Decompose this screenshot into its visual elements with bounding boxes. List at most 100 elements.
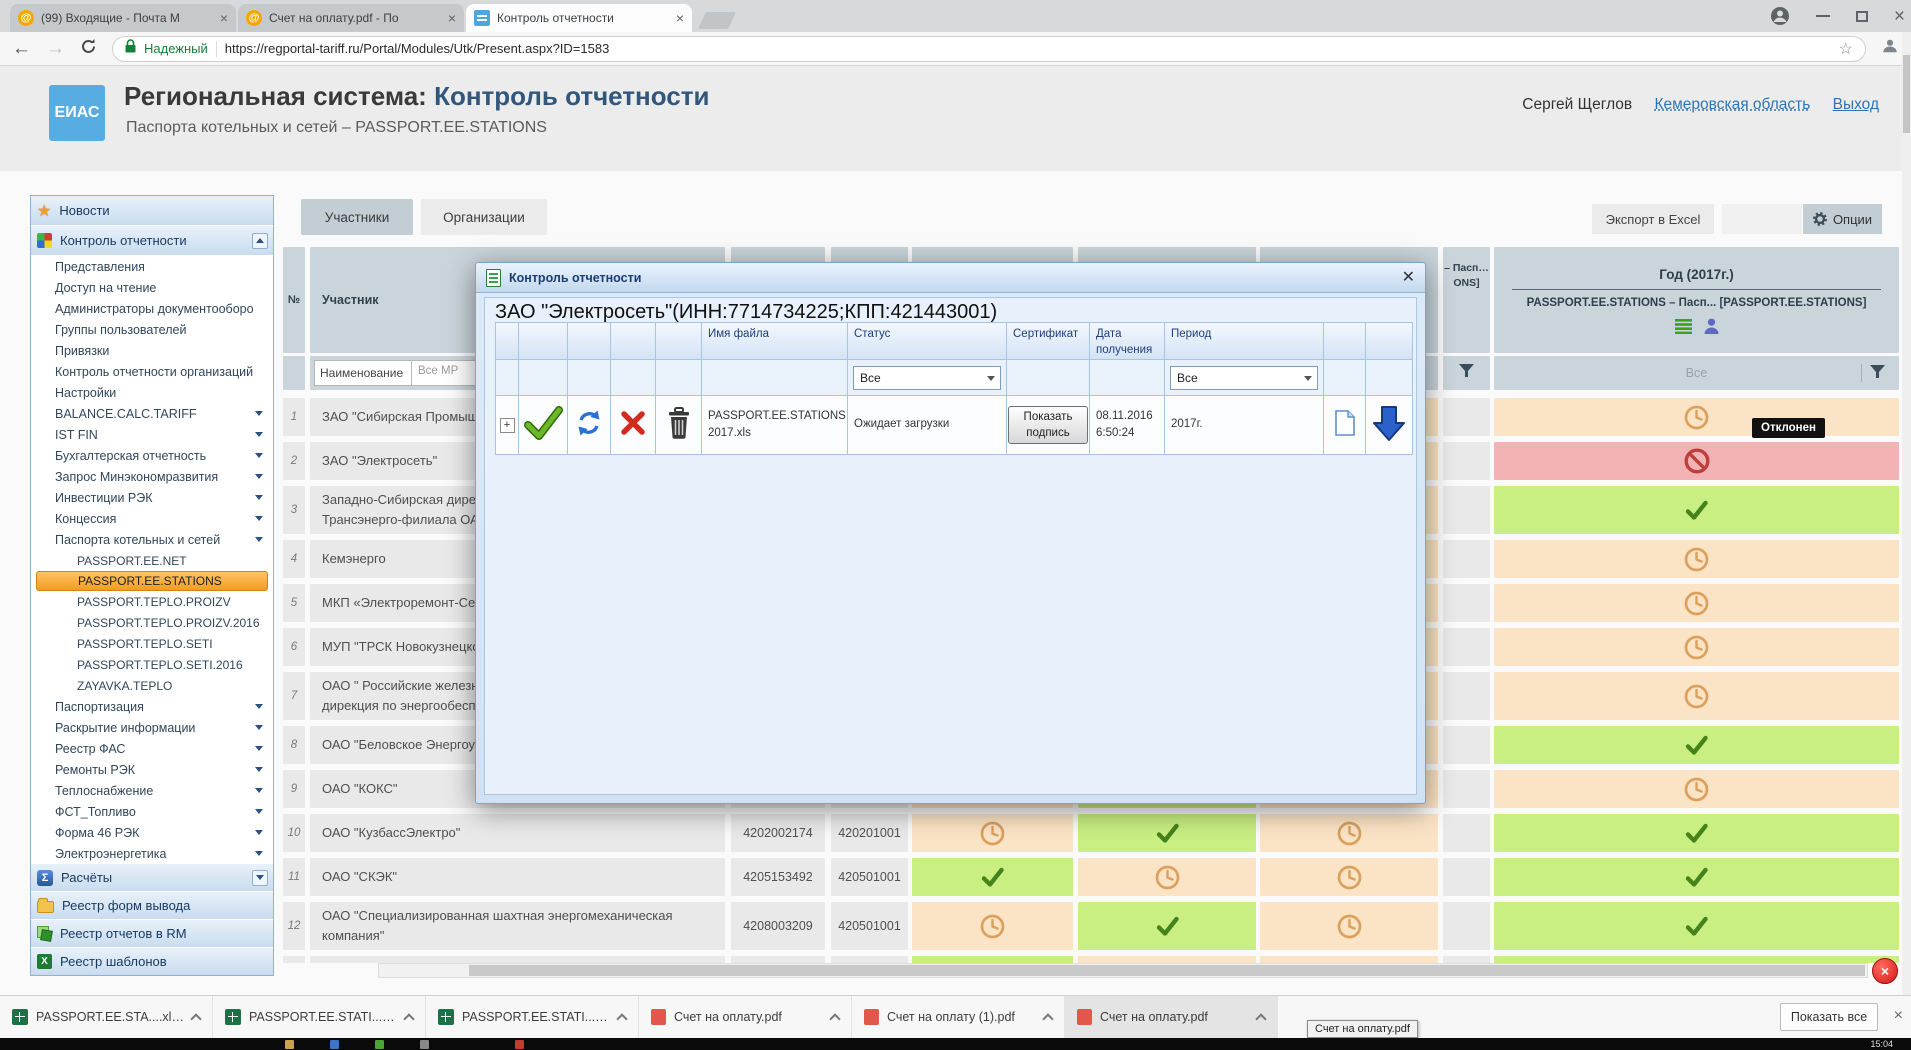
vertical-scrollbar[interactable] xyxy=(1902,32,1911,995)
forward-icon[interactable]: → xyxy=(46,37,65,59)
show-all-downloads-button[interactable]: Показать все xyxy=(1780,1003,1878,1031)
sidebar-item[interactable]: PASSPORT.TEPLO.PROIZV.2016 xyxy=(31,612,273,633)
chevron-down-icon[interactable] xyxy=(255,411,263,416)
status-cell-pending[interactable] xyxy=(1078,956,1256,963)
filter-icon[interactable] xyxy=(1870,364,1885,382)
chevron-up-icon[interactable] xyxy=(190,1013,202,1025)
dialog-col-filename[interactable]: Имя файла xyxy=(701,322,848,360)
sidebar-item[interactable]: Концессия xyxy=(31,508,273,529)
status-cell-accepted[interactable] xyxy=(1078,902,1256,950)
sidebar-item[interactable]: Реестр ФАС xyxy=(31,738,273,759)
status-cell-pending[interactable] xyxy=(1494,398,1899,436)
sidebar-item[interactable]: Администраторы документооборо xyxy=(31,298,273,319)
sidebar-item[interactable]: ZAYAVKA.TEPLO xyxy=(31,675,273,696)
sidebar-item[interactable]: X Реестр шаблонов xyxy=(31,948,273,975)
chevron-up-icon[interactable] xyxy=(616,1013,628,1025)
sidebar-item[interactable]: Бухгалтерская отчетность xyxy=(31,445,273,466)
sidebar-item[interactable]: Настройки xyxy=(31,382,273,403)
status-filter-select[interactable]: Все xyxy=(853,366,1001,390)
tab-close-icon[interactable]: × xyxy=(219,10,228,26)
chevron-down-icon[interactable] xyxy=(255,767,263,772)
dialog-close-icon[interactable]: ✕ xyxy=(1401,268,1415,286)
chevron-down-icon[interactable] xyxy=(255,432,263,437)
taskbar-app-icon[interactable] xyxy=(515,1040,524,1049)
participant-cell[interactable]: ОАО "Специализированная шахтная энергоме… xyxy=(310,902,725,950)
browser-tab[interactable]: Контроль отчетности × xyxy=(466,4,692,32)
chevron-down-icon[interactable] xyxy=(255,725,263,730)
taskbar-app-icon[interactable] xyxy=(375,1040,384,1049)
status-cell-accepted[interactable] xyxy=(1078,814,1256,852)
column-header-year[interactable]: Год (2017г.) PASSPORT.EE.STATIONS – Пасп… xyxy=(1494,247,1899,353)
new-tab-button[interactable] xyxy=(698,12,736,29)
sidebar-item[interactable]: Раскрытие информации xyxy=(31,717,273,738)
person-icon[interactable] xyxy=(1704,318,1719,339)
profile-icon[interactable] xyxy=(1770,6,1790,26)
dialog-col-period[interactable]: Период xyxy=(1164,322,1324,360)
status-cell-pending[interactable] xyxy=(1078,858,1256,896)
sidebar-item[interactable]: ★ Новости xyxy=(31,196,273,226)
options-button[interactable]: Опции xyxy=(1803,204,1882,234)
url-text[interactable]: https://regportal-tariff.ru/Portal/Modul… xyxy=(224,41,610,56)
file-name-cell[interactable]: PASSPORT.EE.STATIONS 2017.xls xyxy=(701,395,848,455)
download-item[interactable]: PASSPORT.EE.STATI....xls xyxy=(426,996,639,1038)
chevron-down-icon[interactable] xyxy=(255,453,263,458)
sidebar-item[interactable]: Паспортизация xyxy=(31,696,273,717)
download-item[interactable]: Счет на оплату.pdf xyxy=(639,996,852,1038)
status-cell-accepted[interactable] xyxy=(1494,902,1899,950)
minimize-button[interactable] xyxy=(1815,15,1830,17)
sidebar-item[interactable]: Паспорта котельных и сетей xyxy=(31,529,273,550)
document-page-icon[interactable] xyxy=(1334,409,1355,441)
collapse-button[interactable] xyxy=(252,232,268,249)
close-downloads-icon[interactable]: × xyxy=(1893,1007,1903,1024)
chevron-up-icon[interactable] xyxy=(403,1013,415,1025)
year-filter-value[interactable]: Все xyxy=(1685,366,1708,380)
tab-organizations[interactable]: Организации xyxy=(421,199,547,235)
list-icon[interactable] xyxy=(1674,318,1692,339)
accept-check-icon[interactable] xyxy=(523,405,563,445)
back-icon[interactable]: ← xyxy=(12,37,31,59)
participant-cell[interactable]: ОАО "СУЭК-Кузбасс" xyxy=(310,956,725,963)
status-cell-accepted[interactable] xyxy=(912,858,1073,896)
status-cell-pending[interactable] xyxy=(912,902,1073,950)
sidebar-item[interactable]: Контроль отчетности xyxy=(31,226,273,256)
reload-icon[interactable] xyxy=(80,38,97,60)
scrollbar-thumb[interactable] xyxy=(469,965,1865,976)
status-cell-pending[interactable] xyxy=(1494,628,1899,666)
status-cell-pending[interactable] xyxy=(1260,814,1438,852)
sidebar-item[interactable]: Представления xyxy=(31,256,273,277)
participant-cell[interactable]: ОАО "СКЭК" xyxy=(310,858,725,896)
chevron-down-icon[interactable] xyxy=(255,830,263,835)
status-cell-accepted[interactable] xyxy=(1494,858,1899,896)
sidebar-item[interactable]: PASSPORT.TEPLO.SETI xyxy=(31,633,273,654)
status-cell-accepted[interactable] xyxy=(1494,956,1899,963)
tab-participants[interactable]: Участники xyxy=(301,199,413,235)
dialog-col-status[interactable]: Статус xyxy=(847,322,1007,360)
dialog-col-certificate[interactable]: Сертификат xyxy=(1006,322,1090,360)
export-excel-button[interactable]: Экспорт в Excel xyxy=(1592,204,1714,234)
sidebar-item[interactable]: Реестр форм вывода xyxy=(31,892,273,920)
period-filter-select[interactable]: Все xyxy=(1170,366,1318,390)
chevron-down-icon[interactable] xyxy=(255,788,263,793)
sidebar-item[interactable]: Контроль отчетности организаций xyxy=(31,361,273,382)
sidebar-item[interactable]: Привязки xyxy=(31,340,273,361)
delete-x-icon[interactable] xyxy=(618,408,648,443)
sidebar-item[interactable]: BALANCE.CALC.TARIFF xyxy=(31,403,273,424)
chevron-down-icon[interactable] xyxy=(255,851,263,856)
chevron-down-icon[interactable] xyxy=(255,809,263,814)
name-filter-input[interactable] xyxy=(314,360,412,386)
chevron-down-icon[interactable] xyxy=(255,474,263,479)
status-cell-accepted[interactable] xyxy=(912,956,1073,963)
region-link[interactable]: Кемеровская область xyxy=(1654,96,1811,113)
status-cell-pending[interactable] xyxy=(1494,584,1899,622)
dialog-col-date[interactable]: Дата получения xyxy=(1089,322,1165,360)
status-cell-pending[interactable] xyxy=(1494,770,1899,808)
chevron-up-icon[interactable] xyxy=(1042,1013,1054,1025)
sidebar-item[interactable]: Запрос Минэкономразвития xyxy=(31,466,273,487)
sidebar-item[interactable]: ФСТ_Топливо xyxy=(31,801,273,822)
expand-row-button[interactable]: + xyxy=(499,417,515,433)
sidebar-item[interactable]: PASSPORT.EE.STATIONS xyxy=(36,571,268,591)
show-signature-button[interactable]: Показать подпись xyxy=(1008,406,1088,444)
maximize-button[interactable] xyxy=(1855,10,1868,22)
sidebar-item[interactable]: Группы пользователей xyxy=(31,319,273,340)
filter-icon[interactable] xyxy=(1459,363,1474,383)
